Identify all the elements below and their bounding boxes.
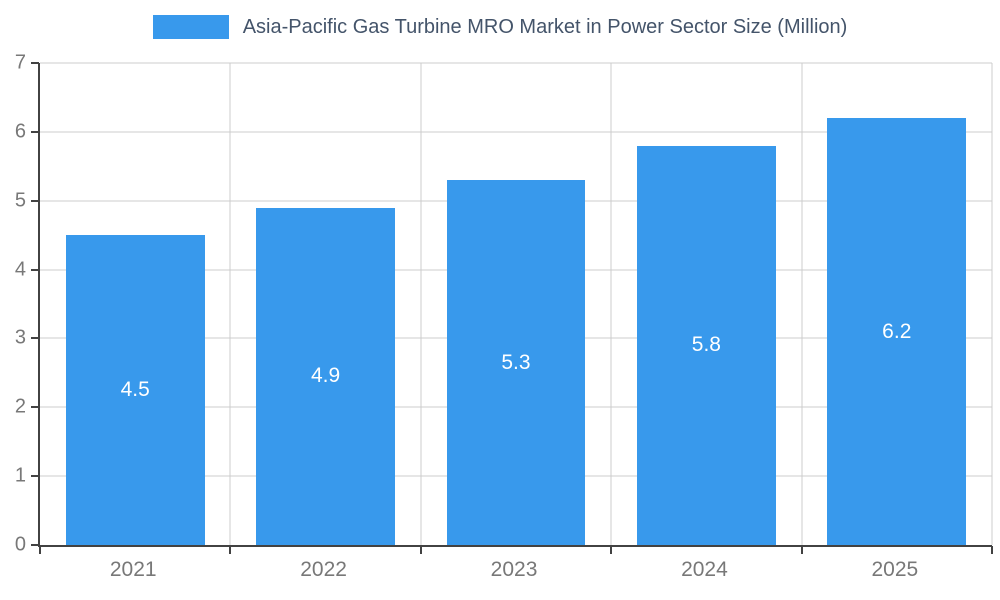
bar: 5.8 [636,145,776,545]
y-tick-label: 3 [14,326,26,349]
bar-value-label: 4.9 [310,364,341,388]
y-tick-label: 2 [14,395,26,418]
x-axis-tick [419,546,422,554]
bar: 4.5 [65,235,205,545]
y-axis-tick [31,130,39,133]
y-axis-tick [31,62,39,64]
x-tick-label: 2024 [681,558,728,581]
gridline-vertical [420,63,422,545]
gridline-vertical [991,63,993,545]
y-axis-tick [31,199,39,202]
gridline-horizontal [40,62,992,64]
plot-area: 4.5 4.9 5.3 5.8 6.2 [31,62,993,554]
y-tick-label: 6 [14,120,26,143]
x-tick-label: 2023 [490,558,538,581]
bar-value-label: 5.3 [501,350,531,374]
x-tick-label: 2025 [871,558,919,581]
x-axis-labels: 2021 2022 2023 2024 2025 [38,558,990,582]
bar-value-label: 4.5 [120,378,150,402]
y-axis-tick [31,406,39,409]
x-tick-label: 2021 [109,558,157,581]
x-axis-tick [39,546,41,554]
x-axis-tick [229,546,232,554]
bar-value-label: 5.8 [691,333,721,357]
legend-label: Asia-Pacific Gas Turbine MRO Market in P… [242,15,848,38]
y-tick-label: 4 [14,258,26,281]
bar: 6.2 [827,118,967,545]
y-tick-label: 0 [14,533,26,556]
bar: 4.9 [256,207,396,545]
bar: 5.3 [446,180,586,545]
gridline-horizontal [40,131,992,133]
gridline-vertical [610,63,612,545]
y-axis-tick [31,475,39,478]
y-tick-label: 7 [14,51,26,74]
y-axis-tick [31,268,39,271]
legend-swatch [152,15,229,39]
x-axis-tick [991,546,993,554]
gridline-vertical [801,63,803,545]
y-tick-label: 1 [14,464,26,487]
y-axis-labels: 0 1 2 3 4 5 6 7 [0,52,26,556]
x-axis-tick [610,546,613,554]
chart-legend: Asia-Pacific Gas Turbine MRO Market in P… [0,12,1000,42]
y-tick-label: 5 [14,189,26,212]
x-tick-label: 2022 [300,558,347,581]
y-axis-tick [31,544,39,546]
x-axis-tick [800,546,803,554]
bar-value-label: 6.2 [882,319,912,343]
y-axis-tick [31,337,39,340]
gridline-vertical [229,63,231,545]
